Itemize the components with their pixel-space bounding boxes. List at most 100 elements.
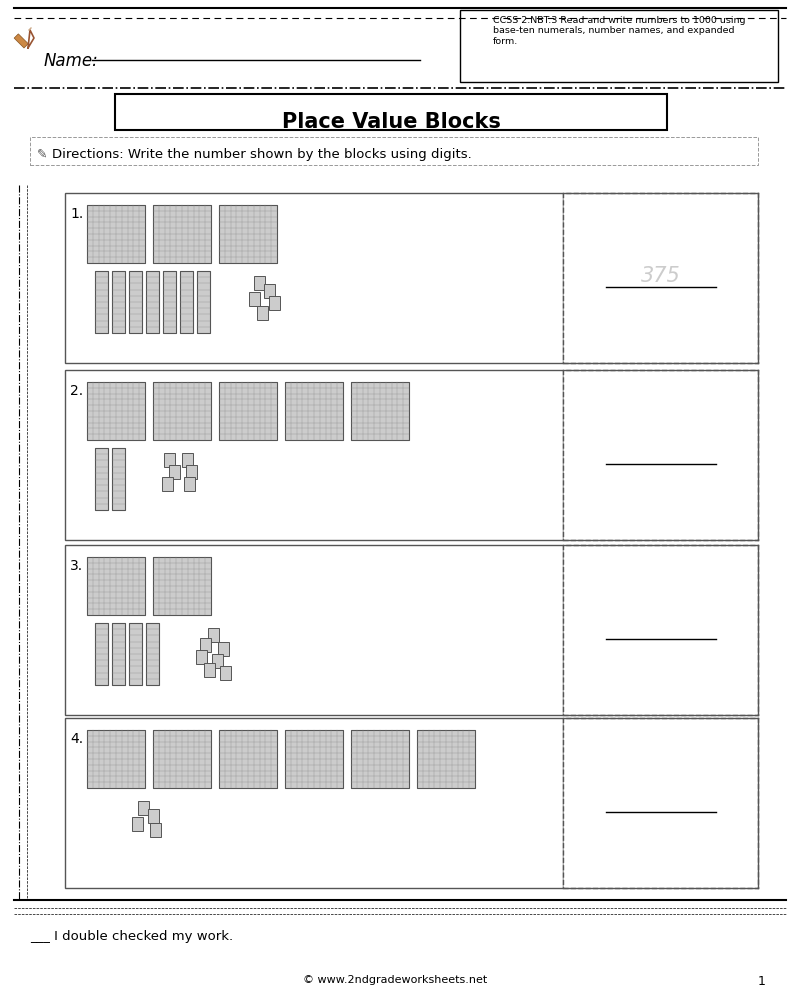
Bar xyxy=(150,823,161,837)
Bar xyxy=(65,545,563,715)
Text: 1.: 1. xyxy=(70,207,83,221)
Bar xyxy=(351,382,409,440)
Bar xyxy=(351,730,409,788)
Bar xyxy=(87,382,145,440)
Bar xyxy=(95,448,108,510)
Bar xyxy=(153,205,211,263)
Bar xyxy=(163,271,176,333)
Bar xyxy=(153,557,211,615)
Bar xyxy=(212,654,223,668)
Bar xyxy=(146,271,159,333)
Bar xyxy=(163,271,176,333)
Bar xyxy=(95,448,108,510)
Text: Name:: Name: xyxy=(44,52,98,70)
Bar xyxy=(180,271,193,333)
Bar xyxy=(65,370,563,540)
Bar xyxy=(129,623,142,685)
Bar xyxy=(112,271,125,333)
Text: 4.: 4. xyxy=(70,732,83,746)
Bar xyxy=(95,623,108,685)
Text: 3.: 3. xyxy=(70,559,83,573)
Bar xyxy=(257,306,268,320)
Bar xyxy=(112,271,125,333)
Bar xyxy=(563,370,758,540)
Bar xyxy=(208,628,219,642)
Bar xyxy=(563,545,758,715)
Bar xyxy=(285,730,343,788)
Bar xyxy=(219,205,277,263)
Bar xyxy=(563,718,758,888)
Bar xyxy=(87,730,145,788)
Bar xyxy=(219,382,277,440)
Bar xyxy=(285,382,343,440)
Bar xyxy=(132,817,143,831)
Bar xyxy=(87,382,145,440)
Bar xyxy=(184,477,195,491)
Bar xyxy=(14,34,28,48)
Bar xyxy=(65,718,563,888)
Bar xyxy=(87,557,145,615)
Bar xyxy=(138,801,149,815)
Bar xyxy=(204,663,215,677)
Text: 1: 1 xyxy=(758,975,766,988)
Bar xyxy=(162,477,173,491)
Bar xyxy=(65,193,563,363)
Bar xyxy=(95,271,108,333)
Bar xyxy=(197,271,210,333)
Bar xyxy=(87,205,145,263)
Text: Directions: Write the number shown by the blocks using digits.: Directions: Write the number shown by th… xyxy=(52,148,472,161)
Bar xyxy=(153,382,211,440)
Text: CCSS 2.NBT.3 Read and write numbers to 1000 using
base-ten numerals, number name: CCSS 2.NBT.3 Read and write numbers to 1… xyxy=(493,16,746,46)
Bar xyxy=(180,271,193,333)
Bar xyxy=(153,557,211,615)
Bar xyxy=(87,557,145,615)
Bar xyxy=(30,137,758,165)
Bar xyxy=(249,292,260,306)
Bar xyxy=(220,666,231,680)
Bar xyxy=(146,623,159,685)
Bar xyxy=(148,809,159,823)
Bar xyxy=(417,730,475,788)
Bar xyxy=(115,94,667,130)
Text: 375: 375 xyxy=(641,266,680,286)
Bar xyxy=(219,730,277,788)
Bar xyxy=(87,730,145,788)
Bar xyxy=(153,730,211,788)
Bar xyxy=(153,730,211,788)
Bar xyxy=(146,271,159,333)
Bar xyxy=(285,382,343,440)
Bar xyxy=(153,382,211,440)
Bar xyxy=(196,650,207,664)
Bar xyxy=(254,276,265,290)
Bar xyxy=(153,205,211,263)
Bar xyxy=(146,623,159,685)
Bar xyxy=(218,642,229,656)
Bar xyxy=(129,623,142,685)
Text: Place Value Blocks: Place Value Blocks xyxy=(282,112,501,132)
Bar xyxy=(269,296,280,310)
Bar xyxy=(112,623,125,685)
Bar xyxy=(186,465,197,479)
Bar xyxy=(219,382,277,440)
Bar xyxy=(563,193,758,363)
Bar xyxy=(351,382,409,440)
Bar xyxy=(87,205,145,263)
Bar xyxy=(182,453,193,467)
Text: ___ I double checked my work.: ___ I double checked my work. xyxy=(30,930,233,943)
Bar xyxy=(112,623,125,685)
Bar xyxy=(112,448,125,510)
Bar xyxy=(95,271,108,333)
Bar xyxy=(417,730,475,788)
Bar xyxy=(95,623,108,685)
Bar xyxy=(285,730,343,788)
Bar xyxy=(351,730,409,788)
Text: © www.2ndgradeworksheets.net: © www.2ndgradeworksheets.net xyxy=(303,975,487,985)
Text: 2.: 2. xyxy=(70,384,83,398)
Bar xyxy=(460,10,778,82)
Bar xyxy=(129,271,142,333)
Bar xyxy=(169,465,180,479)
Bar xyxy=(219,730,277,788)
Bar xyxy=(164,453,175,467)
Bar xyxy=(264,284,275,298)
Bar xyxy=(219,205,277,263)
